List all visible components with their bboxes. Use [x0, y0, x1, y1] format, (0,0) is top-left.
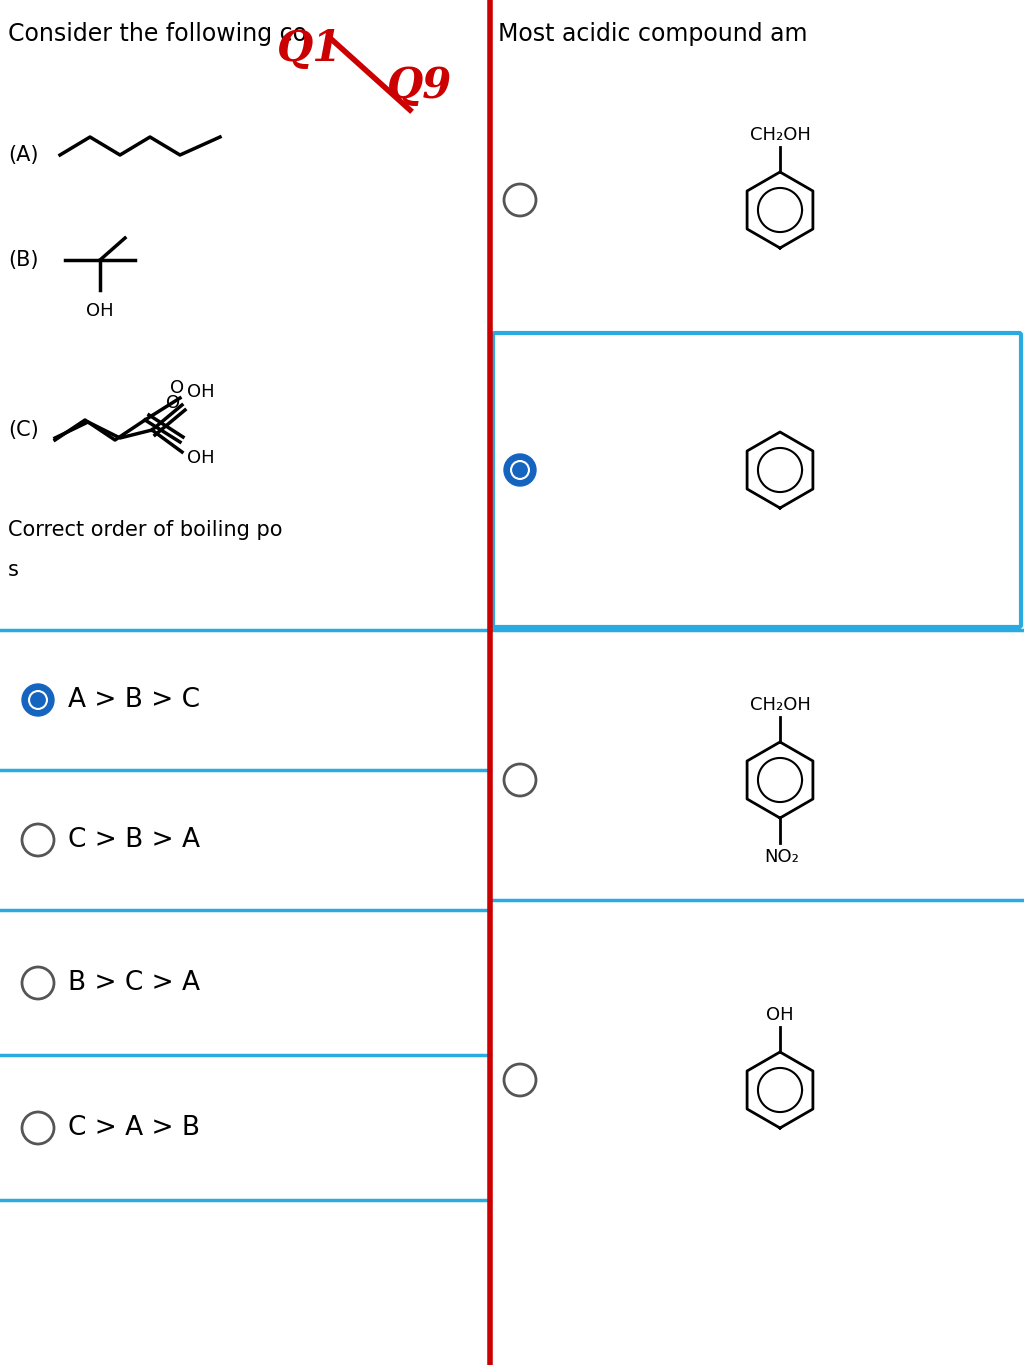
Circle shape — [22, 684, 54, 717]
Circle shape — [29, 691, 47, 710]
Text: s: s — [8, 560, 18, 580]
Circle shape — [513, 463, 527, 478]
Circle shape — [504, 455, 536, 486]
Text: CH₂OH: CH₂OH — [750, 696, 810, 714]
FancyBboxPatch shape — [493, 333, 1021, 627]
Text: Q1: Q1 — [278, 29, 343, 70]
Text: O: O — [170, 379, 184, 397]
Text: OH: OH — [766, 1006, 794, 1024]
Text: C > A > B: C > A > B — [68, 1115, 200, 1141]
Text: O: O — [166, 394, 180, 412]
Text: OH: OH — [187, 384, 215, 401]
Text: B > C > A: B > C > A — [68, 971, 200, 996]
Text: NO₂: NO₂ — [765, 538, 800, 556]
Text: Correct order of boiling po: Correct order of boiling po — [8, 520, 283, 541]
Text: OH: OH — [86, 302, 114, 319]
Text: OH: OH — [766, 386, 794, 404]
Text: C > B > A: C > B > A — [68, 827, 200, 853]
Text: CH₂OH: CH₂OH — [750, 126, 810, 143]
Text: A > B > C: A > B > C — [68, 687, 200, 713]
Circle shape — [31, 693, 45, 707]
Text: OH: OH — [187, 449, 215, 467]
Text: (C): (C) — [8, 420, 39, 440]
Text: (B): (B) — [8, 250, 39, 270]
Circle shape — [511, 461, 529, 479]
Text: Consider the following co: Consider the following co — [8, 22, 307, 46]
Text: Most acidic compound am: Most acidic compound am — [498, 22, 808, 46]
Text: (A): (A) — [8, 145, 39, 165]
Text: NO₂: NO₂ — [765, 848, 800, 865]
Text: Q9: Q9 — [387, 66, 453, 106]
